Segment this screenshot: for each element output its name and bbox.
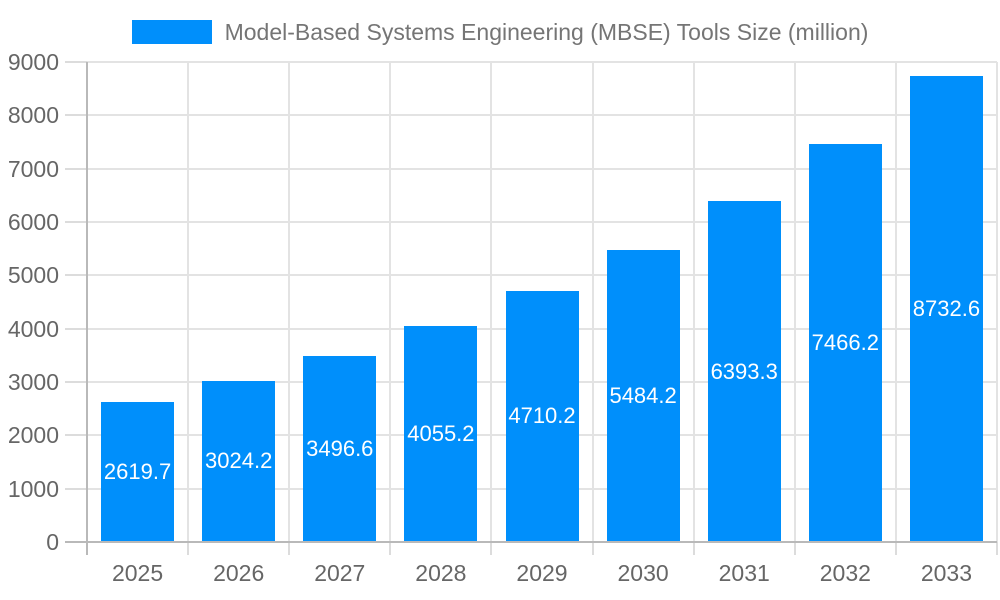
x-axis-tick-mark [490, 542, 493, 555]
y-axis-tick-mark [65, 167, 87, 170]
gridline-vertical [692, 62, 695, 542]
x-axis-tick-label: 2026 [213, 560, 265, 586]
gridline-vertical [389, 62, 392, 542]
gridline-vertical [793, 62, 796, 542]
x-axis-tick-label: 2029 [516, 560, 568, 586]
y-axis-tick-mark [65, 114, 87, 117]
bar-2025[interactable] [101, 402, 175, 542]
x-axis-tick-label: 2030 [617, 560, 669, 586]
x-axis-tick-mark [288, 542, 291, 555]
bar-value-label: 2619.7 [103, 459, 172, 485]
bar-value-label: 3024.2 [205, 448, 273, 474]
gridline-vertical [591, 62, 594, 542]
bar-2032[interactable] [808, 143, 882, 542]
y-axis-tick-label: 9000 [7, 49, 59, 75]
y-axis-tick-mark [65, 487, 87, 490]
gridline-horizontal [87, 167, 997, 170]
y-axis-tick-mark [65, 221, 87, 223]
bar-2028[interactable] [404, 325, 478, 542]
x-axis-tick-mark [86, 542, 88, 555]
gridline-horizontal [87, 274, 997, 277]
bar-2033[interactable] [909, 76, 983, 542]
bar-2030[interactable] [606, 249, 680, 542]
bar-value-label: 8732.6 [912, 296, 981, 322]
x-axis-tick-mark [894, 542, 897, 555]
x-axis-tick-mark [187, 542, 190, 555]
x-axis-tick-label: 2033 [920, 560, 973, 586]
bar-2031[interactable] [707, 201, 781, 542]
bar-2027[interactable] [303, 355, 377, 542]
y-axis-tick-mark [65, 327, 87, 330]
legend-swatch [131, 20, 212, 44]
x-axis-tick-label: 2031 [718, 560, 770, 586]
y-axis-tick-mark [65, 61, 87, 63]
bar-2026[interactable] [202, 380, 276, 542]
x-axis-tick-mark [389, 542, 392, 555]
x-axis-tick-mark [591, 542, 594, 555]
y-axis-tick-label: 1000 [7, 475, 59, 502]
gridline-vertical [996, 62, 998, 542]
y-axis-tick-label: 3000 [7, 369, 59, 395]
bar-value-label: 5484.2 [609, 382, 677, 408]
y-axis-line [86, 62, 88, 542]
bar-value-label: 3496.6 [306, 435, 374, 461]
bar-2029[interactable] [505, 290, 579, 542]
y-axis-tick-label: 2000 [7, 422, 59, 449]
legend-label: Model-Based Systems Engineering (MBSE) T… [224, 19, 869, 45]
gridline-vertical [288, 62, 291, 542]
x-axis-tick-mark [793, 542, 796, 555]
gridline-horizontal [87, 114, 997, 117]
bar-value-label: 4710.2 [508, 403, 576, 429]
y-axis-tick-mark [65, 541, 87, 543]
x-axis-tick-label: 2027 [314, 560, 366, 586]
y-axis-tick-label: 8000 [7, 102, 59, 129]
gridline-vertical [187, 62, 190, 542]
gridline-vertical [894, 62, 897, 542]
y-axis-tick-label: 7000 [7, 155, 59, 182]
gridline-horizontal [87, 61, 997, 63]
legend-item-mbse-tools-size[interactable]: Model-Based Systems Engineering (MBSE) T… [131, 18, 869, 46]
x-axis-line [87, 541, 997, 543]
y-axis-tick-mark [65, 434, 87, 437]
x-axis-tick-label: 2028 [415, 560, 467, 586]
x-axis-tick-mark [692, 542, 695, 555]
y-axis-tick-label: 4000 [7, 315, 59, 342]
y-axis-tick-mark [65, 381, 87, 383]
x-axis-tick-label: 2032 [819, 560, 871, 586]
x-axis-tick-mark [996, 542, 998, 555]
y-axis-tick-label: 5000 [7, 262, 59, 289]
chart-legend: Model-Based Systems Engineering (MBSE) T… [0, 0, 1000, 64]
bar-value-label: 7466.2 [811, 329, 879, 355]
y-axis-tick-mark [65, 274, 87, 277]
y-axis-tick-label: 6000 [7, 209, 59, 235]
y-axis-tick-label: 0 [46, 529, 59, 555]
bar-value-label: 4055.2 [407, 420, 475, 446]
gridline-vertical [490, 62, 493, 542]
x-axis-tick-label: 2025 [111, 560, 164, 586]
gridline-horizontal [87, 221, 997, 223]
bar-value-label: 6393.3 [710, 358, 778, 384]
